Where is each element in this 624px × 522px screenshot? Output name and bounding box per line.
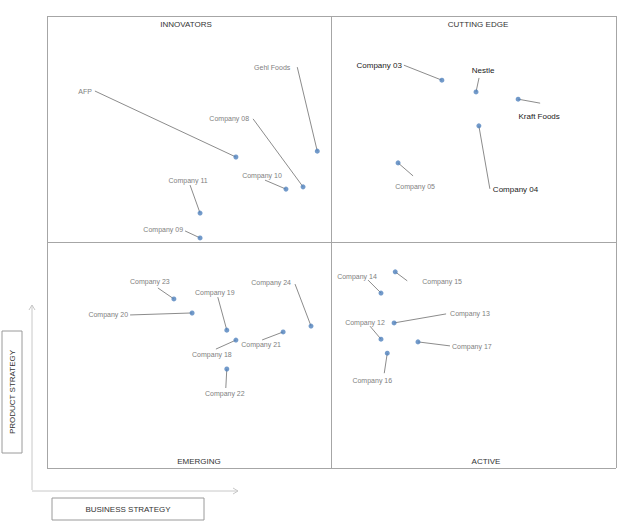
svg-text:Company 13: Company 13	[450, 310, 490, 318]
svg-text:Kraft Foods: Kraft Foods	[518, 112, 559, 121]
svg-text:Company 22: Company 22	[205, 390, 245, 398]
svg-text:Gehl Foods: Gehl Foods	[254, 64, 291, 71]
svg-text:Company 24: Company 24	[251, 279, 291, 287]
svg-text:ACTIVE: ACTIVE	[472, 457, 501, 466]
svg-text:Company 21: Company 21	[241, 341, 281, 349]
svg-text:Company 12: Company 12	[345, 319, 385, 327]
svg-text:Company 08: Company 08	[209, 115, 249, 123]
svg-text:Company 17: Company 17	[452, 343, 492, 351]
svg-text:PRODUCT STRATEGY: PRODUCT STRATEGY	[8, 349, 17, 434]
svg-text:EMERGING: EMERGING	[177, 457, 221, 466]
svg-text:Company 23: Company 23	[130, 278, 170, 286]
svg-text:Company 20: Company 20	[88, 311, 128, 319]
svg-text:Company 11: Company 11	[168, 177, 207, 185]
svg-text:Company 03: Company 03	[357, 61, 403, 70]
svg-text:Nestle: Nestle	[472, 66, 495, 75]
svg-text:Company 16: Company 16	[352, 377, 392, 385]
svg-text:BUSINESS STRATEGY: BUSINESS STRATEGY	[85, 505, 171, 514]
svg-text:Company 14: Company 14	[337, 273, 377, 281]
svg-text:AFP: AFP	[78, 88, 92, 95]
svg-text:Company 15: Company 15	[422, 278, 462, 286]
svg-text:Company 05: Company 05	[395, 183, 435, 191]
svg-text:Company 18: Company 18	[192, 351, 232, 359]
svg-text:Company 19: Company 19	[195, 289, 235, 297]
svg-text:INNOVATORS: INNOVATORS	[160, 20, 212, 29]
svg-text:Company 09: Company 09	[143, 226, 183, 234]
svg-text:Company 04: Company 04	[493, 185, 539, 194]
svg-text:CUTTING EDGE: CUTTING EDGE	[448, 20, 508, 29]
svg-text:Company 10: Company 10	[242, 172, 282, 180]
